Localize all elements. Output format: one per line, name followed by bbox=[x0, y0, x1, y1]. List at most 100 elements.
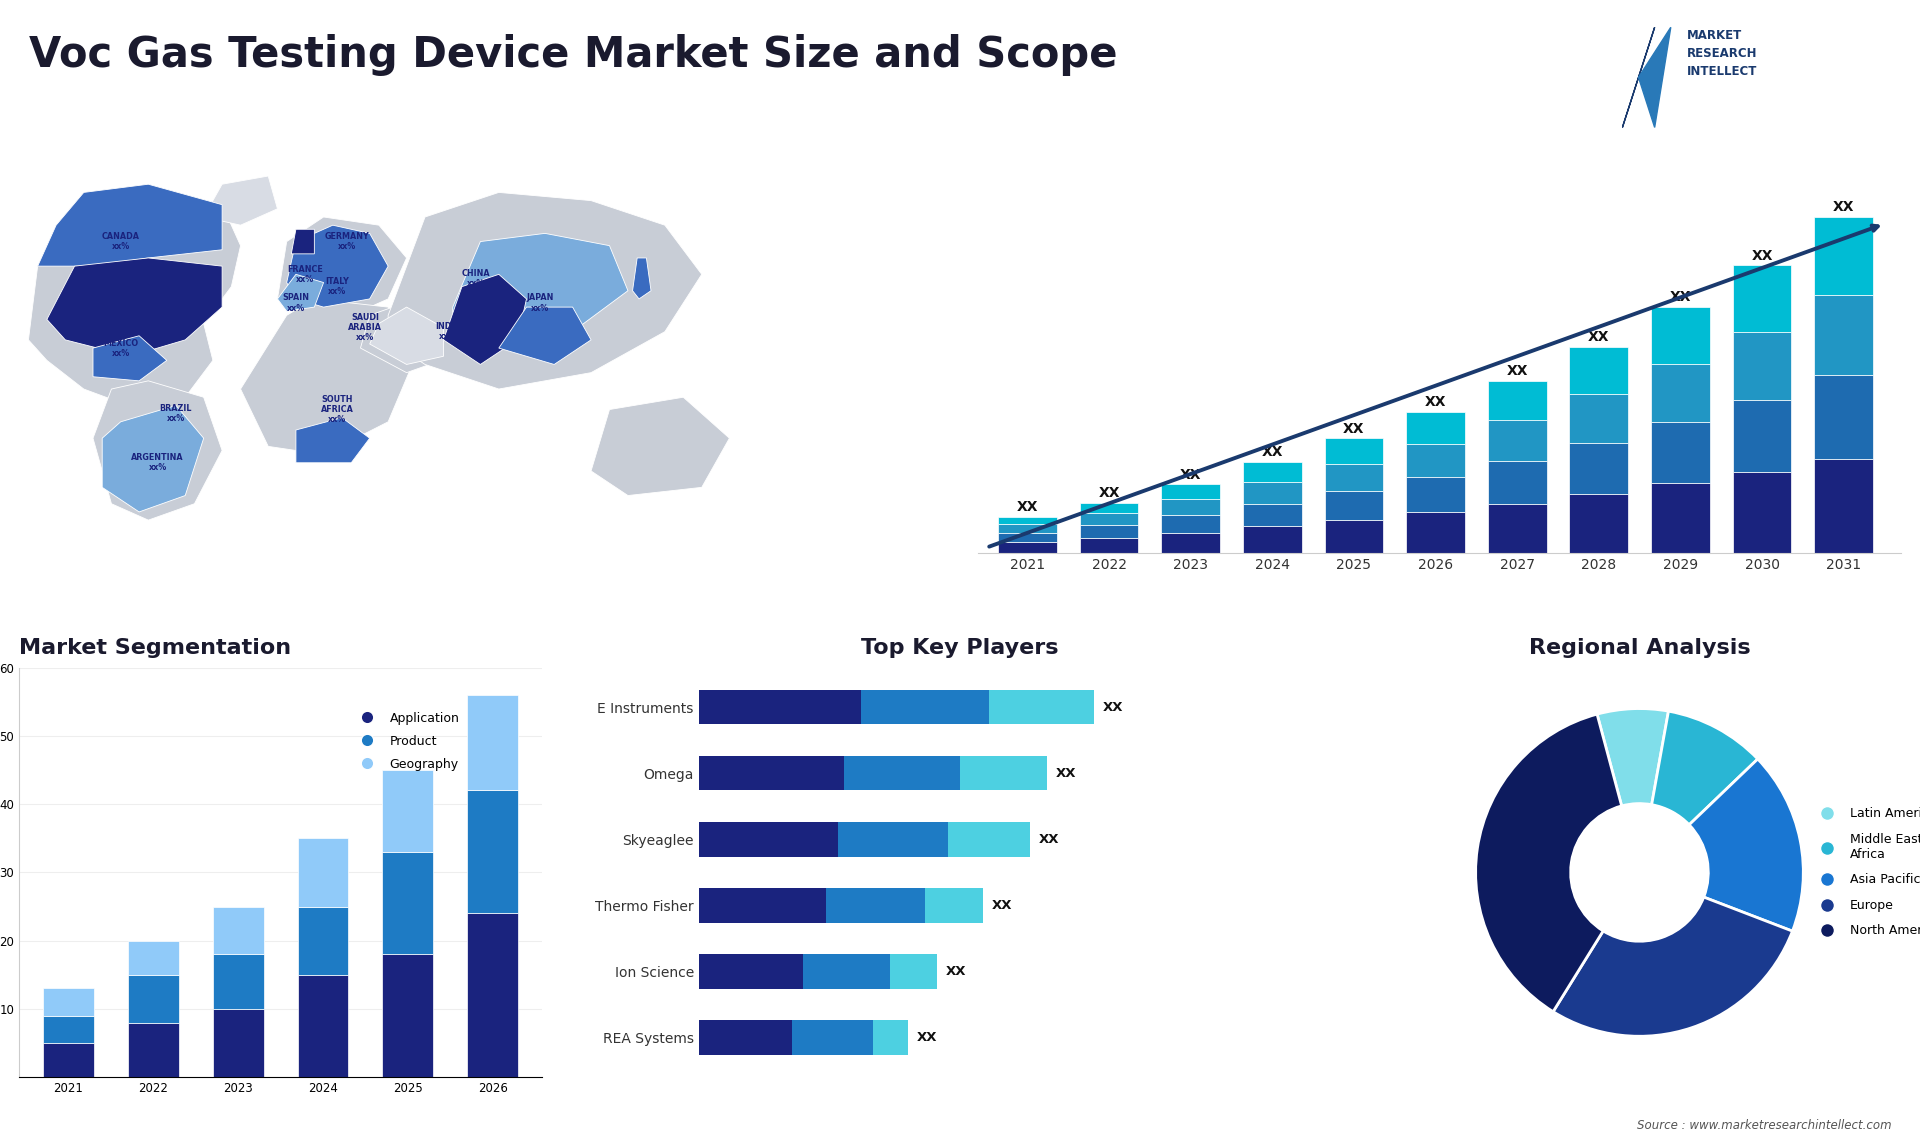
Bar bbox=[1732, 331, 1791, 400]
Bar bbox=[1732, 265, 1791, 331]
Text: SAUDI
ARABIA
xx%: SAUDI ARABIA xx% bbox=[348, 313, 382, 343]
Bar bbox=[298, 906, 348, 975]
Text: XX: XX bbox=[1507, 364, 1528, 378]
Bar bbox=[998, 524, 1056, 533]
Bar bbox=[213, 906, 263, 955]
Bar bbox=[1325, 520, 1382, 552]
Polygon shape bbox=[38, 185, 223, 266]
Polygon shape bbox=[102, 406, 204, 512]
Bar bbox=[1569, 393, 1628, 442]
Bar bbox=[382, 770, 434, 851]
Bar bbox=[998, 533, 1056, 542]
Text: SOUTH
AFRICA
xx%: SOUTH AFRICA xx% bbox=[321, 395, 353, 424]
Bar bbox=[699, 1020, 791, 1054]
Bar bbox=[467, 913, 518, 1077]
Bar bbox=[1732, 472, 1791, 552]
Text: XX: XX bbox=[1098, 486, 1119, 500]
Text: Source : www.marketresearchintellect.com: Source : www.marketresearchintellect.com bbox=[1636, 1120, 1891, 1132]
Text: XX: XX bbox=[1670, 290, 1692, 305]
Bar bbox=[1242, 462, 1302, 482]
Polygon shape bbox=[1638, 28, 1670, 127]
Bar bbox=[42, 1043, 94, 1077]
Bar bbox=[699, 756, 845, 791]
Text: XX: XX bbox=[1588, 330, 1609, 344]
Bar bbox=[1651, 423, 1711, 484]
Bar bbox=[1814, 458, 1874, 552]
Text: XX: XX bbox=[1039, 833, 1060, 846]
Text: CHINA
xx%: CHINA xx% bbox=[461, 269, 490, 288]
Bar bbox=[382, 851, 434, 955]
Bar bbox=[1325, 490, 1382, 520]
Bar bbox=[1405, 444, 1465, 477]
Bar bbox=[1242, 526, 1302, 552]
Bar bbox=[1814, 296, 1874, 376]
Bar bbox=[1079, 503, 1139, 513]
Bar bbox=[382, 955, 434, 1077]
Bar bbox=[298, 838, 348, 906]
Text: MARKET
RESEARCH
INTELLECT: MARKET RESEARCH INTELLECT bbox=[1688, 29, 1757, 78]
Text: XX: XX bbox=[1181, 468, 1202, 481]
Text: JAPAN
xx%: JAPAN xx% bbox=[526, 293, 555, 313]
Wedge shape bbox=[1690, 759, 1803, 932]
Bar bbox=[1079, 525, 1139, 537]
Polygon shape bbox=[204, 176, 278, 225]
Polygon shape bbox=[591, 398, 730, 495]
Wedge shape bbox=[1553, 897, 1793, 1036]
Polygon shape bbox=[29, 185, 240, 409]
Bar bbox=[862, 690, 989, 724]
Legend: Latin America, Middle East &
Africa, Asia Pacific, Europe, North America: Latin America, Middle East & Africa, Asi… bbox=[1809, 802, 1920, 942]
Bar bbox=[298, 975, 348, 1077]
Bar bbox=[1651, 484, 1711, 552]
Bar bbox=[129, 1022, 179, 1077]
Bar bbox=[998, 542, 1056, 552]
Polygon shape bbox=[278, 274, 324, 312]
Bar bbox=[1405, 512, 1465, 552]
Text: CANADA
xx%: CANADA xx% bbox=[102, 231, 140, 251]
Text: Market Segmentation: Market Segmentation bbox=[19, 637, 292, 658]
Text: XX: XX bbox=[1018, 500, 1039, 513]
Text: XX: XX bbox=[1425, 395, 1446, 409]
Bar bbox=[845, 756, 960, 791]
Polygon shape bbox=[296, 417, 371, 463]
Wedge shape bbox=[1597, 708, 1668, 806]
Text: SPAIN
xx%: SPAIN xx% bbox=[282, 293, 309, 313]
Bar bbox=[960, 756, 1046, 791]
Polygon shape bbox=[1622, 28, 1655, 127]
Text: XX: XX bbox=[1261, 446, 1283, 460]
Circle shape bbox=[1571, 803, 1709, 941]
Text: U.K.
xx%: U.K. xx% bbox=[296, 231, 315, 251]
Bar bbox=[467, 694, 518, 791]
Text: XX: XX bbox=[1751, 249, 1772, 262]
Bar bbox=[129, 941, 179, 975]
Bar bbox=[1242, 504, 1302, 526]
Bar bbox=[213, 955, 263, 1008]
Polygon shape bbox=[388, 193, 701, 388]
Text: FRANCE
xx%: FRANCE xx% bbox=[288, 265, 323, 284]
Polygon shape bbox=[92, 336, 167, 380]
Bar bbox=[129, 975, 179, 1022]
Polygon shape bbox=[499, 307, 591, 364]
Bar bbox=[1488, 380, 1546, 421]
Polygon shape bbox=[286, 225, 388, 307]
Bar bbox=[1405, 411, 1465, 444]
Bar bbox=[791, 1020, 874, 1054]
Polygon shape bbox=[453, 234, 628, 348]
Text: BRAZIL
xx%: BRAZIL xx% bbox=[159, 405, 192, 423]
Bar bbox=[42, 989, 94, 1015]
Polygon shape bbox=[371, 307, 444, 364]
Bar bbox=[925, 888, 983, 923]
Bar bbox=[891, 955, 937, 989]
Bar bbox=[948, 822, 1029, 856]
Text: XX: XX bbox=[993, 898, 1012, 912]
Bar bbox=[1814, 217, 1874, 296]
Bar bbox=[1488, 504, 1546, 552]
Text: XX: XX bbox=[1344, 422, 1365, 435]
Bar bbox=[1569, 494, 1628, 552]
Bar bbox=[1651, 307, 1711, 363]
Title: Regional Analysis: Regional Analysis bbox=[1528, 637, 1751, 658]
Polygon shape bbox=[46, 258, 223, 356]
Bar bbox=[1651, 363, 1711, 423]
Bar bbox=[1162, 500, 1219, 516]
Bar bbox=[1732, 400, 1791, 472]
Bar bbox=[1079, 537, 1139, 552]
